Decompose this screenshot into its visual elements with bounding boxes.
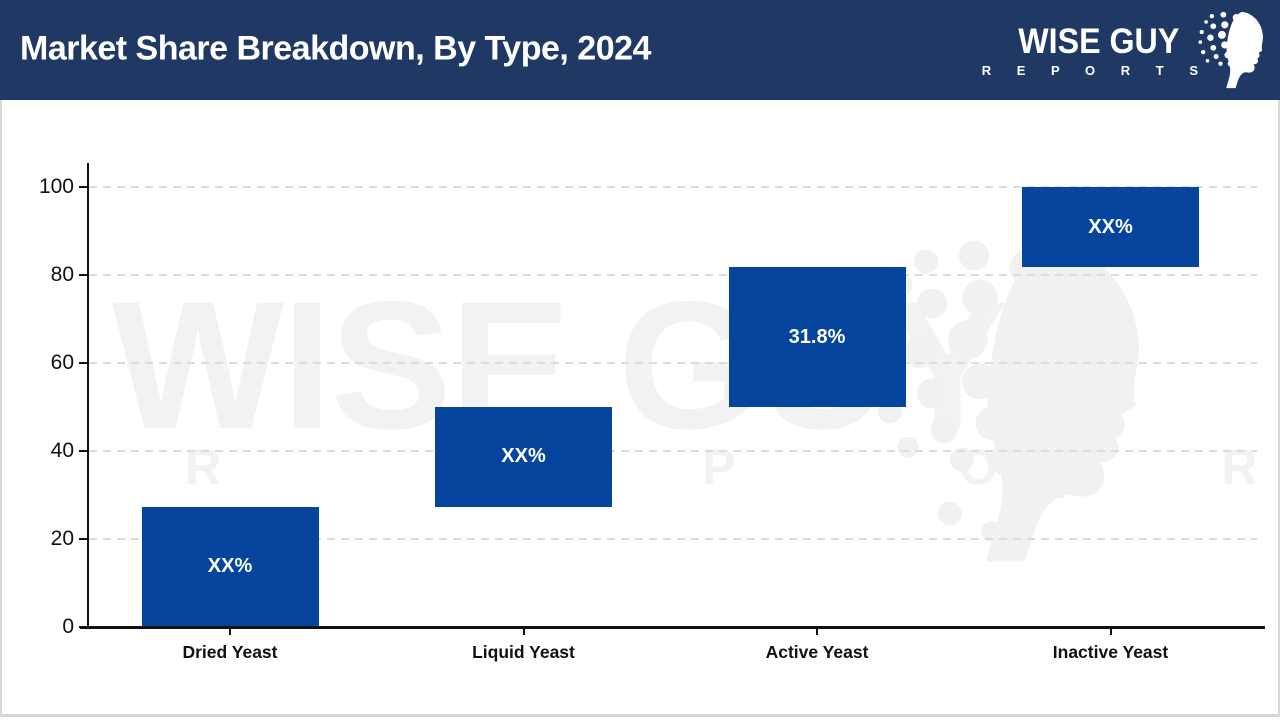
y-tick-mark: [79, 186, 87, 188]
wiseguy-logo: WISE GUY R E P O R T S: [982, 0, 1270, 100]
page-right-edge: [1278, 100, 1280, 714]
bar-value-label: 31.8%: [788, 325, 846, 348]
gridline-20: [89, 538, 1257, 540]
y-tick-label: 40: [50, 439, 74, 462]
gridline-100: [89, 186, 1257, 188]
gridline-40: [89, 450, 1257, 452]
header-bar: Market Share Breakdown, By Type, 2024 WI…: [0, 0, 1280, 100]
x-axis-label-dried-yeast: Dried Yeast: [182, 642, 278, 662]
x-axis-label-liquid-yeast: Liquid Yeast: [472, 642, 575, 662]
page-left-edge: [0, 100, 2, 714]
y-tick-label: 100: [38, 175, 74, 198]
bar-inactive-yeast: XX%: [1022, 187, 1199, 268]
x-tick-mark: [1109, 628, 1112, 635]
logo-subtitle: R E P O R T S: [981, 63, 1209, 78]
page-bottom-edge: [0, 714, 1280, 717]
y-tick-mark: [79, 450, 87, 452]
y-tick-label: 80: [50, 263, 74, 286]
y-tick-label: 60: [50, 351, 74, 374]
gridline-60: [89, 362, 1257, 364]
y-tick-mark: [79, 538, 87, 540]
y-tick-label: 0: [62, 615, 74, 638]
bar-active-yeast: 31.8%: [728, 267, 906, 407]
y-tick-mark: [79, 362, 87, 364]
x-axis-label-active-yeast: Active Yeast: [765, 642, 869, 662]
gridline-80: [89, 274, 1257, 276]
wiseguy-head-icon: [1198, 11, 1263, 89]
bar-liquid-yeast: XX%: [435, 407, 612, 507]
bar-dried-yeast: XX%: [141, 506, 319, 627]
x-tick-mark: [229, 628, 231, 635]
x-tick-mark: [816, 628, 818, 635]
bar-value-label: XX%: [207, 555, 253, 578]
y-tick-label: 20: [50, 527, 74, 550]
page-title: Market Share Breakdown, By Type, 2024: [20, 29, 651, 68]
logo-wordmark: WISE GUY: [1017, 22, 1180, 61]
watermark-head-icon: [867, 240, 1139, 562]
y-axis-line: [87, 163, 89, 628]
bar-value-label: XX%: [501, 445, 546, 468]
x-tick-mark: [522, 628, 525, 635]
wiseguy-logo-text: WISE GUY R E P O R T S: [982, 22, 1198, 78]
y-tick-mark: [79, 274, 87, 276]
bar-value-label: XX%: [1088, 215, 1133, 238]
plot-area: WISE GUY R E P O R T S 020406080100XX%Dr…: [0, 100, 1280, 714]
x-axis-label-inactive-yeast: Inactive Yeast: [1052, 642, 1169, 662]
x-axis-line: [80, 626, 1265, 629]
y-tick-mark: [79, 626, 87, 628]
